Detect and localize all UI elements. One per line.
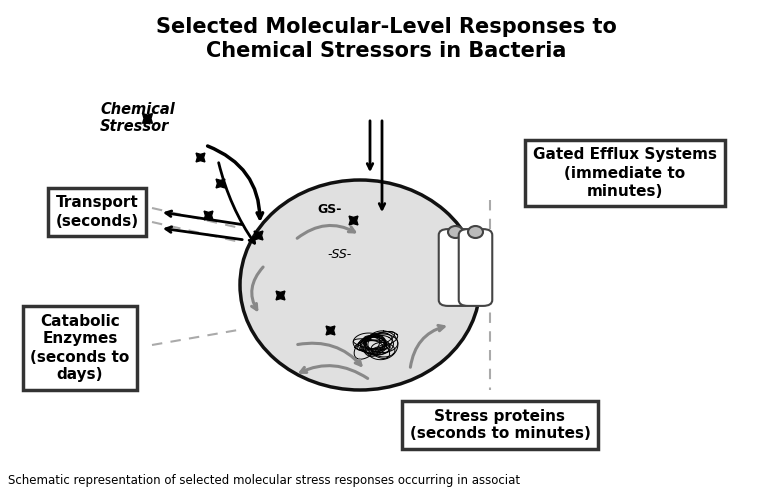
Text: Gated Efflux Systems
(immediate to
minutes): Gated Efflux Systems (immediate to minut… <box>533 148 717 198</box>
Text: Schematic representation of selected molecular stress responses occurring in ass: Schematic representation of selected mol… <box>8 474 520 487</box>
Text: Chemical
Stressor: Chemical Stressor <box>100 102 174 134</box>
FancyBboxPatch shape <box>459 229 493 306</box>
Ellipse shape <box>448 226 463 238</box>
Ellipse shape <box>468 226 483 238</box>
Text: -SS-: -SS- <box>328 248 352 262</box>
Text: Catabolic
Enzymes
(seconds to
days): Catabolic Enzymes (seconds to days) <box>30 313 130 382</box>
FancyBboxPatch shape <box>438 229 472 306</box>
Text: Stress proteins
(seconds to minutes): Stress proteins (seconds to minutes) <box>410 408 591 441</box>
Text: GS-: GS- <box>318 204 342 216</box>
Ellipse shape <box>240 180 480 390</box>
Text: Selected Molecular-Level Responses to
Chemical Stressors in Bacteria: Selected Molecular-Level Responses to Ch… <box>156 17 616 61</box>
Text: Transport
(seconds): Transport (seconds) <box>56 195 138 228</box>
